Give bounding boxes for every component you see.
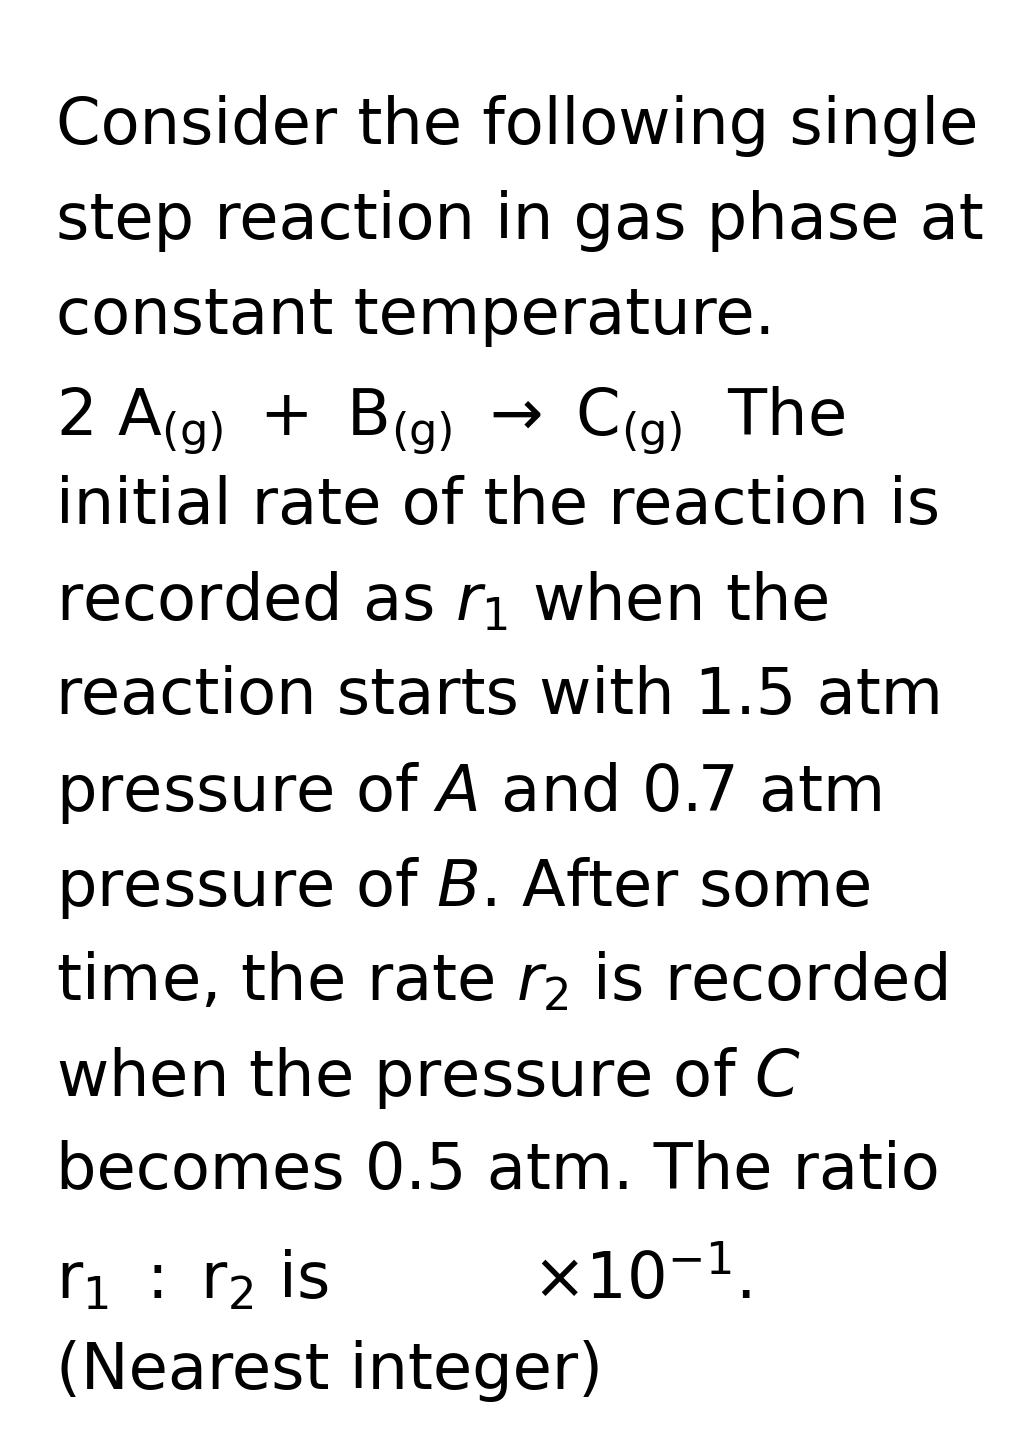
Text: step reaction in gas phase at: step reaction in gas phase at (56, 189, 984, 252)
Text: pressure of $\mathit{A}$ and 0.7 atm: pressure of $\mathit{A}$ and 0.7 atm (56, 760, 882, 826)
Text: becomes 0.5 atm. The ratio: becomes 0.5 atm. The ratio (56, 1140, 940, 1203)
Text: (Nearest integer): (Nearest integer) (56, 1340, 603, 1402)
Text: time, the rate $\mathit{r}_2$ is recorded: time, the rate $\mathit{r}_2$ is recorde… (56, 949, 947, 1013)
Text: $\mathsf{r}_1\ :\ \mathsf{r}_2$ is          $\times 10^{-1}.$: $\mathsf{r}_1\ :\ \mathsf{r}_2$ is $\tim… (56, 1241, 752, 1312)
Text: constant temperature.: constant temperature. (56, 285, 775, 347)
Text: Consider the following single: Consider the following single (56, 95, 979, 157)
Text: initial rate of the reaction is: initial rate of the reaction is (56, 475, 940, 537)
Text: $2\ \mathsf{A}_{(\mathsf{g})}\ +\ \mathsf{B}_{(\mathsf{g})}\ \rightarrow\ \maths: $2\ \mathsf{A}_{(\mathsf{g})}\ +\ \maths… (56, 384, 846, 457)
Text: when the pressure of $\mathit{C}$: when the pressure of $\mathit{C}$ (56, 1045, 802, 1111)
Text: pressure of $\mathit{B}$. After some: pressure of $\mathit{B}$. After some (56, 855, 871, 922)
Text: recorded as $\mathit{r}_1$ when the: recorded as $\mathit{r}_1$ when the (56, 569, 828, 633)
Text: reaction starts with 1.5 atm: reaction starts with 1.5 atm (56, 665, 943, 727)
